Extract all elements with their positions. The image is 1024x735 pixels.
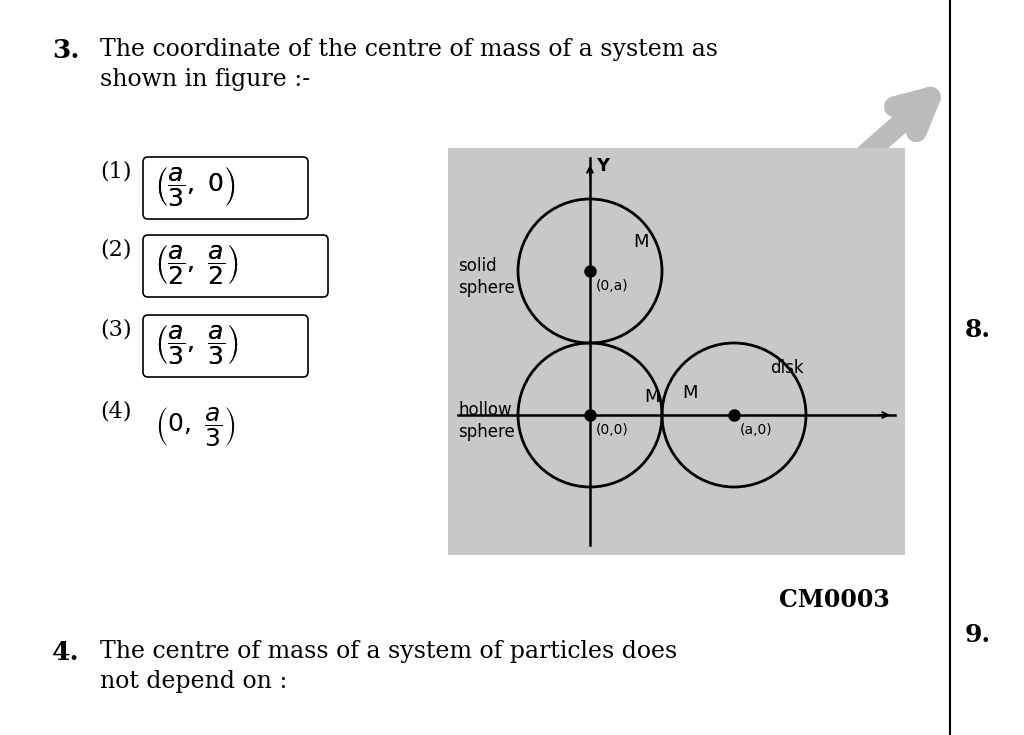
Text: M: M: [644, 388, 659, 406]
Text: (4): (4): [100, 400, 131, 422]
Text: hollow: hollow: [458, 401, 512, 419]
Text: (3): (3): [100, 318, 132, 340]
Text: 4.: 4.: [52, 640, 80, 665]
Text: The centre of mass of a system of particles does: The centre of mass of a system of partic…: [100, 640, 677, 663]
FancyBboxPatch shape: [143, 157, 308, 219]
Text: (1): (1): [100, 160, 131, 182]
Text: not depend on :: not depend on :: [100, 670, 288, 693]
Text: sphere: sphere: [458, 423, 515, 441]
Text: CM0003: CM0003: [779, 588, 890, 612]
Text: 3.: 3.: [52, 38, 80, 63]
Text: $\left(\dfrac{a}{2},\ \dfrac{a}{2}\right)$: $\left(\dfrac{a}{2},\ \dfrac{a}{2}\right…: [155, 243, 239, 287]
Text: 9.: 9.: [965, 623, 991, 647]
Text: disk: disk: [770, 359, 804, 377]
Text: (a,0): (a,0): [740, 423, 773, 437]
FancyBboxPatch shape: [143, 315, 308, 377]
Text: (2): (2): [100, 238, 131, 260]
Text: Y: Y: [596, 157, 609, 175]
Text: $\left(\dfrac{a}{3},\ 0\right)$: $\left(\dfrac{a}{3},\ 0\right)$: [155, 165, 236, 209]
Text: (0,0): (0,0): [596, 423, 629, 437]
Text: shown in figure :-: shown in figure :-: [100, 68, 310, 91]
Text: M: M: [683, 384, 698, 402]
Text: $\left(\dfrac{a}{3},\ \dfrac{a}{3}\right)$: $\left(\dfrac{a}{3},\ \dfrac{a}{3}\right…: [155, 323, 239, 367]
Text: $\left(\dfrac{a}{2},\ \dfrac{a}{2}\right)$: $\left(\dfrac{a}{2},\ \dfrac{a}{2}\right…: [155, 243, 239, 287]
Bar: [449, 148, 905, 555]
Text: The coordinate of the centre of mass of a system as: The coordinate of the centre of mass of …: [100, 38, 718, 61]
Text: (0,a): (0,a): [596, 279, 629, 293]
Text: $\left(\dfrac{a}{3},\ \dfrac{a}{3}\right)$: $\left(\dfrac{a}{3},\ \dfrac{a}{3}\right…: [155, 323, 239, 367]
FancyBboxPatch shape: [143, 235, 328, 297]
Text: M: M: [633, 233, 648, 251]
Text: solid: solid: [458, 257, 497, 275]
Text: sphere: sphere: [458, 279, 515, 297]
Text: $\left(\dfrac{a}{3},\ 0\right)$: $\left(\dfrac{a}{3},\ 0\right)$: [155, 165, 236, 209]
Text: $\left(0,\ \dfrac{a}{3}\right)$: $\left(0,\ \dfrac{a}{3}\right)$: [155, 405, 236, 449]
Text: 8.: 8.: [965, 318, 991, 342]
